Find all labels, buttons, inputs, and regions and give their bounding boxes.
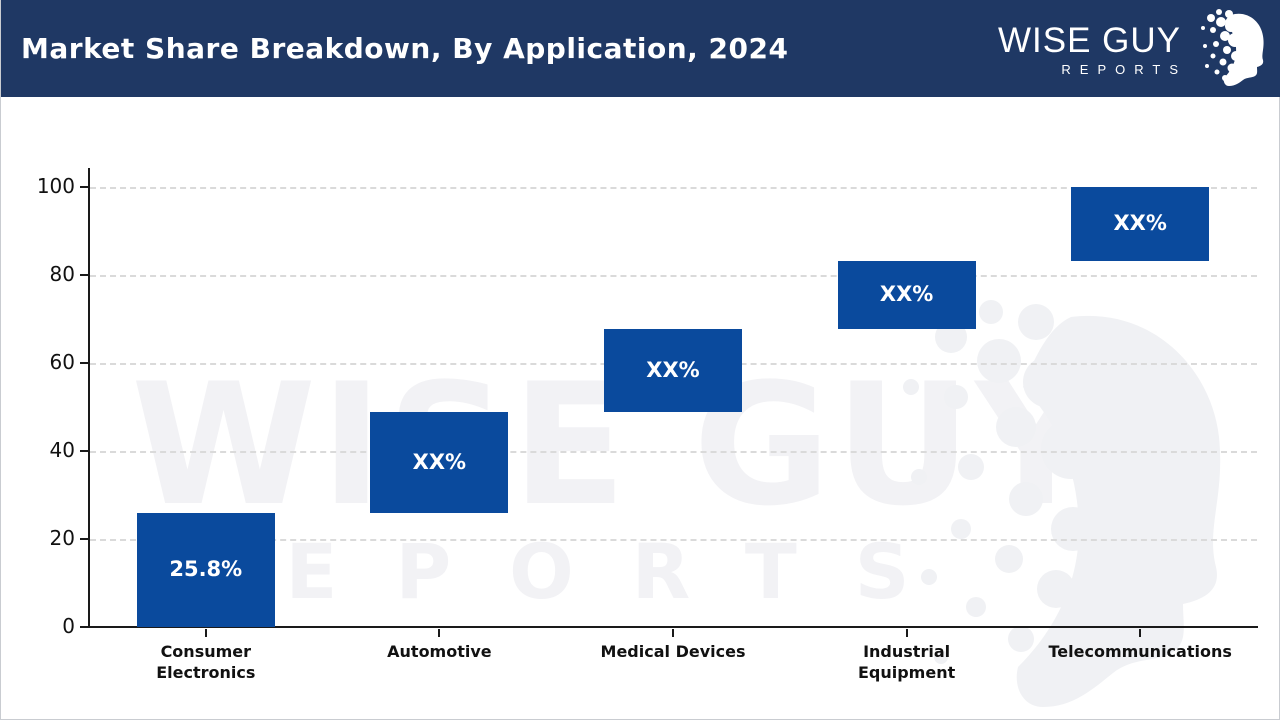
x-category-label: Telecommunications (1048, 642, 1232, 661)
y-tick-label-60: 60 (49, 350, 75, 374)
bar-industrial-equipment: XX% (837, 261, 976, 330)
y-tick-label-20: 20 (49, 526, 75, 550)
logo-text: WISE GUY REPORTS (998, 21, 1181, 77)
x-tick-0 (204, 629, 207, 637)
logo-subtext: REPORTS (1061, 61, 1187, 77)
y-tick-100 (80, 186, 88, 188)
y-tick-20 (80, 538, 88, 540)
gridline-20 (90, 539, 1257, 541)
x-tick-3 (905, 629, 908, 637)
bar-value-label: 25.8% (169, 557, 243, 582)
x-tick-4 (1139, 629, 1142, 637)
y-tick-label-80: 80 (49, 262, 75, 286)
bar-value-label: XX% (412, 449, 467, 474)
y-tick-label-100: 100 (36, 174, 75, 198)
bar-telecommunications: XX% (1071, 187, 1210, 262)
x-axis-line (88, 626, 1258, 628)
gridline-40 (90, 451, 1257, 453)
x-tick-2 (672, 629, 674, 637)
y-tick-80 (80, 274, 88, 276)
bar-automotive: XX% (370, 412, 509, 514)
bar-consumer-electronics: 25.8% (136, 513, 275, 627)
y-tick-label-40: 40 (49, 438, 75, 462)
bar-medical-devices: XX% (604, 329, 742, 413)
wiseguy-logo: WISE GUY REPORTS (998, 6, 1267, 92)
logo-wordmark: WISE GUY (997, 20, 1181, 60)
gridline-100 (90, 187, 1257, 189)
logo-face-icon (1201, 8, 1264, 86)
y-tick-60 (80, 362, 88, 364)
bar-value-label: XX% (1113, 211, 1167, 236)
bar-value-label: XX% (646, 357, 700, 382)
y-axis-line (88, 168, 90, 627)
y-tick-0 (80, 626, 88, 628)
chart-area: WISE GUY REPORTS 0 20 40 60 80 100 25.8% Consum… (1, 97, 1280, 720)
x-category-label: Consumer Electronics (156, 642, 256, 682)
gridline-80 (90, 275, 1257, 277)
y-tick-40 (80, 450, 88, 452)
header-bar: Market Share Breakdown, By Application, … (1, 0, 1280, 97)
x-category-label: Automotive (387, 642, 492, 661)
x-category-label: Medical Devices (600, 642, 746, 661)
y-tick-label-0: 0 (62, 614, 75, 638)
x-category-label: Industrial Equipment (857, 642, 956, 682)
bar-value-label: XX% (879, 282, 934, 307)
x-tick-1 (438, 629, 441, 637)
chart-title: Market Share Breakdown, By Application, … (21, 32, 789, 65)
